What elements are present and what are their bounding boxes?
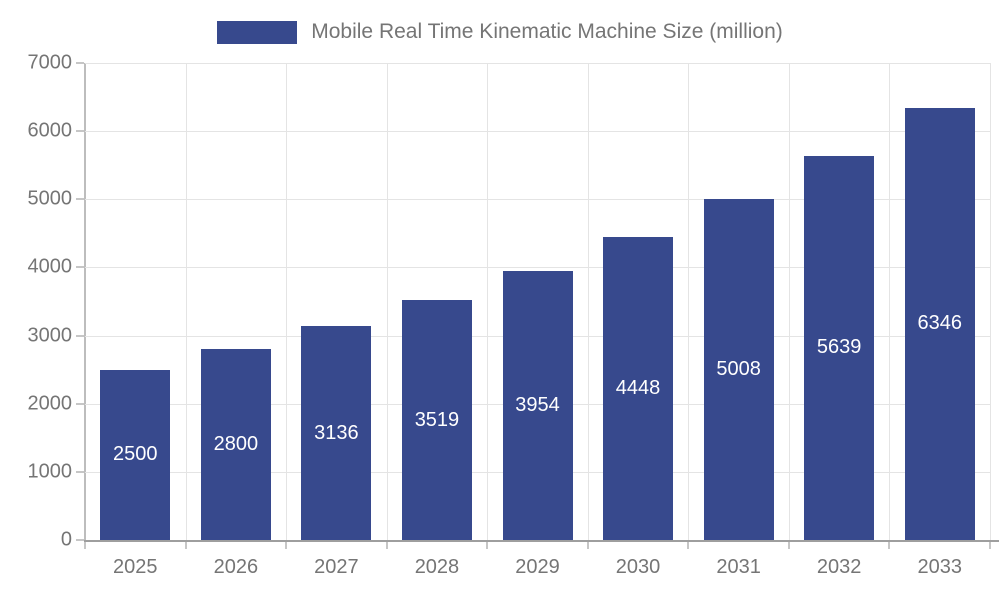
bar-value-label: 6346 bbox=[917, 312, 962, 335]
x-axis-tick bbox=[989, 542, 991, 549]
gridline-vertical bbox=[286, 63, 288, 540]
gridline-horizontal bbox=[85, 131, 990, 133]
gridline-vertical bbox=[386, 63, 388, 540]
gridline-vertical bbox=[587, 63, 589, 540]
gridline-horizontal bbox=[85, 63, 990, 64]
bar-2029[interactable]: 3954 bbox=[502, 270, 573, 540]
chart-legend[interactable]: Mobile Real Time Kinematic Machine Size … bbox=[0, 20, 1000, 44]
x-tick-label: 2030 bbox=[615, 556, 661, 578]
y-axis-line bbox=[84, 63, 86, 540]
bar-value-label: 4448 bbox=[615, 376, 661, 399]
gridline-horizontal bbox=[85, 267, 990, 269]
y-axis-tick bbox=[76, 198, 84, 201]
x-axis-tick bbox=[586, 542, 589, 549]
x-tick-label: 2028 bbox=[414, 556, 460, 578]
y-tick-label: 0 bbox=[60, 528, 72, 551]
bar-value-label: 5639 bbox=[816, 336, 862, 359]
legend-swatch bbox=[217, 20, 298, 44]
bar-2028[interactable]: 3519 bbox=[401, 300, 472, 540]
bar-2025[interactable]: 2500 bbox=[100, 369, 171, 540]
x-tick-label: 2026 bbox=[213, 556, 259, 578]
bar-2026[interactable]: 2800 bbox=[200, 349, 271, 540]
x-axis-tick bbox=[385, 542, 388, 549]
bar-2027[interactable]: 3136 bbox=[301, 326, 372, 540]
bar-2030[interactable]: 4448 bbox=[603, 236, 674, 540]
bar-2033[interactable]: 6346 bbox=[904, 107, 975, 540]
y-axis-tick bbox=[76, 62, 84, 64]
bar-value-label: 2500 bbox=[113, 443, 158, 466]
legend-label: Mobile Real Time Kinematic Machine Size … bbox=[311, 20, 783, 43]
gridline-vertical bbox=[487, 63, 489, 540]
y-tick-label: 2000 bbox=[27, 392, 73, 415]
plot-area: 0 1000 2000 3000 4000 5000 6000 7000 2500 2025 280… bbox=[28, 52, 999, 578]
y-tick-label: 5000 bbox=[27, 187, 73, 210]
x-axis-tick bbox=[285, 542, 288, 549]
x-axis-tick bbox=[687, 542, 690, 549]
y-tick-label: 1000 bbox=[27, 460, 73, 483]
y-axis-tick bbox=[76, 266, 84, 269]
gridline-vertical bbox=[185, 63, 187, 540]
x-axis-tick bbox=[888, 542, 891, 549]
x-tick-label: 2025 bbox=[113, 556, 158, 578]
y-axis-tick bbox=[76, 402, 84, 405]
x-tick-label: 2031 bbox=[716, 556, 761, 578]
y-tick-label: 6000 bbox=[27, 119, 73, 142]
x-axis-tick bbox=[486, 542, 489, 549]
bar-value-label: 3519 bbox=[414, 408, 460, 431]
bar-value-label: 2800 bbox=[213, 433, 259, 456]
x-axis-line bbox=[84, 540, 999, 542]
gridline-vertical bbox=[688, 63, 690, 540]
x-axis-tick bbox=[84, 542, 86, 549]
x-tick-label: 2027 bbox=[314, 556, 359, 578]
bar-2032[interactable]: 5639 bbox=[804, 155, 875, 540]
bar-2031[interactable]: 5008 bbox=[703, 198, 774, 540]
y-axis-tick bbox=[76, 130, 84, 133]
x-axis-tick bbox=[787, 542, 790, 549]
x-tick-label: 2032 bbox=[816, 556, 862, 578]
y-tick-label: 7000 bbox=[27, 51, 73, 74]
gridline-horizontal bbox=[85, 199, 990, 201]
gridline-vertical bbox=[788, 63, 790, 540]
bar-value-label: 3136 bbox=[314, 421, 359, 444]
x-axis-tick bbox=[184, 542, 187, 549]
y-axis-tick bbox=[76, 539, 84, 541]
y-tick-label: 4000 bbox=[27, 255, 73, 278]
bar-value-label: 5008 bbox=[716, 357, 761, 380]
y-axis-tick bbox=[76, 470, 84, 473]
y-tick-label: 3000 bbox=[27, 324, 73, 347]
gridline-vertical bbox=[990, 63, 991, 540]
x-tick-label: 2029 bbox=[515, 556, 560, 578]
bar-value-label: 3954 bbox=[515, 393, 560, 416]
y-axis-tick bbox=[76, 334, 84, 337]
gridline-vertical bbox=[889, 63, 891, 540]
x-tick-label: 2033 bbox=[917, 556, 962, 578]
